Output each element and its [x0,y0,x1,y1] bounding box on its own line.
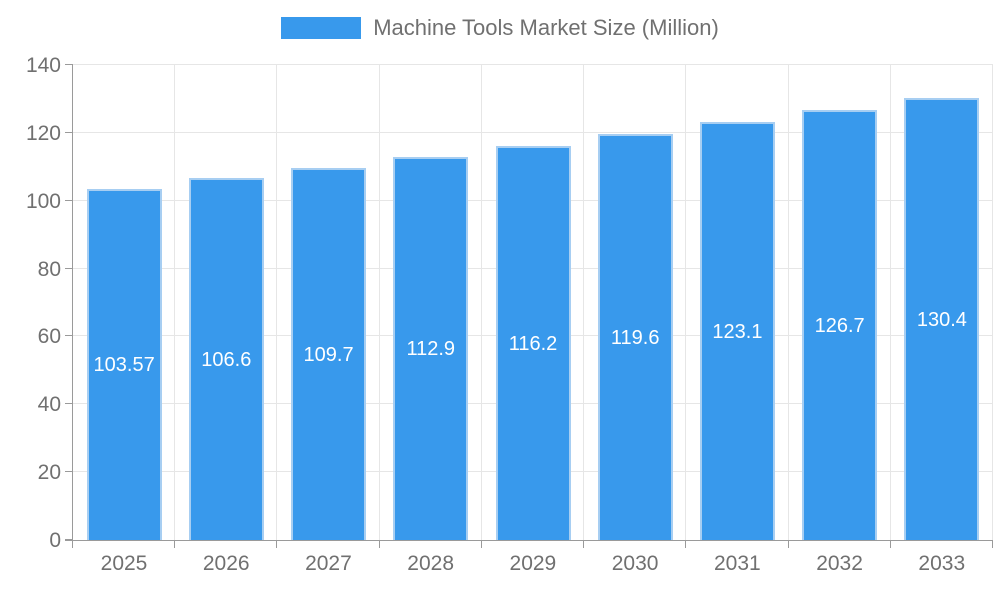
y-axis-line [72,65,73,548]
bar-2026[interactable]: 106.6 [188,178,264,540]
bar-2027[interactable]: 109.7 [291,167,367,540]
gridline-vertical [276,65,278,540]
bar-2032[interactable]: 126.7 [802,110,878,540]
gridline-vertical [992,65,993,540]
bar-value-label: 116.2 [508,332,558,355]
bar-value-label: 119.6 [610,327,660,350]
x-tick-mark [992,540,993,548]
gridline-horizontal [73,131,993,133]
x-tick-label: 2031 [713,552,761,575]
gridline-vertical [787,65,789,540]
x-tick-mark [174,540,176,548]
gridline-vertical [480,65,482,540]
bar-value-label: 109.7 [303,343,354,366]
x-tick-label: 2029 [509,552,557,575]
x-tick-mark [787,540,789,548]
x-tick-label: 2032 [816,552,863,575]
x-tick-label: 2030 [611,552,659,575]
gridline-vertical [378,65,380,540]
gridline-vertical [889,65,891,540]
x-tick-label: 2027 [305,552,352,575]
y-tick-mark [65,64,73,65]
y-tick-label: 20 [37,461,61,485]
x-tick-mark [276,540,278,548]
bar-2028[interactable]: 112.9 [393,156,469,540]
y-tick-label: 140 [25,54,61,77]
x-tick-label: 2028 [407,552,455,575]
plot-area: 103.57 106.6 109.7 112.9 116.2 119.6 123.1 126.… [26,55,993,575]
bar-value-label: 103.57 [93,354,155,377]
bar-value-label: 106.6 [201,349,252,372]
bar-2030[interactable]: 119.6 [597,134,673,540]
y-tick-label: 120 [25,121,61,145]
legend-label: Machine Tools Market Size (Million) [373,15,719,40]
y-tick-label: 60 [37,325,61,349]
y-tick-mark [65,471,73,473]
bar-value-label: 130.4 [916,308,967,331]
bar-2031[interactable]: 123.1 [699,122,775,540]
y-tick-label: 100 [25,189,61,213]
gridline-vertical [685,65,687,540]
bar-2029[interactable]: 116.2 [495,145,571,540]
y-tick-mark [65,539,73,540]
y-tick-label: 40 [37,393,61,417]
bar-value-label: 123.1 [712,321,763,344]
x-tick-mark [480,540,482,548]
gridline-vertical [583,65,585,540]
bar-value-label: 112.9 [406,338,456,361]
x-axis-line [65,540,993,541]
bar-2025[interactable]: 103.57 [86,188,162,540]
y-tick-label: 80 [37,257,61,281]
y-tick-mark [65,199,73,201]
y-tick-mark [65,335,73,337]
x-tick-mark [889,540,891,548]
legend-swatch [281,17,362,39]
x-tick-mark [685,540,687,548]
x-tick-mark [583,540,585,548]
x-tick-label: 2033 [918,552,966,575]
y-tick-mark [65,131,73,133]
x-tick-label: 2025 [100,552,148,575]
bar-value-label: 126.7 [814,315,865,338]
y-tick-mark [65,267,73,269]
x-tick-mark [378,540,380,548]
y-tick-mark [65,403,73,405]
y-tick-label: 0 [49,529,61,552]
x-tick-mark [72,540,73,548]
legend[interactable]: Machine Tools Market Size (Million) [0,14,1000,42]
bar-2033[interactable]: 130.4 [904,97,980,540]
gridline-horizontal [73,64,993,65]
gridline-vertical [174,65,176,540]
x-tick-label: 2026 [202,552,250,575]
